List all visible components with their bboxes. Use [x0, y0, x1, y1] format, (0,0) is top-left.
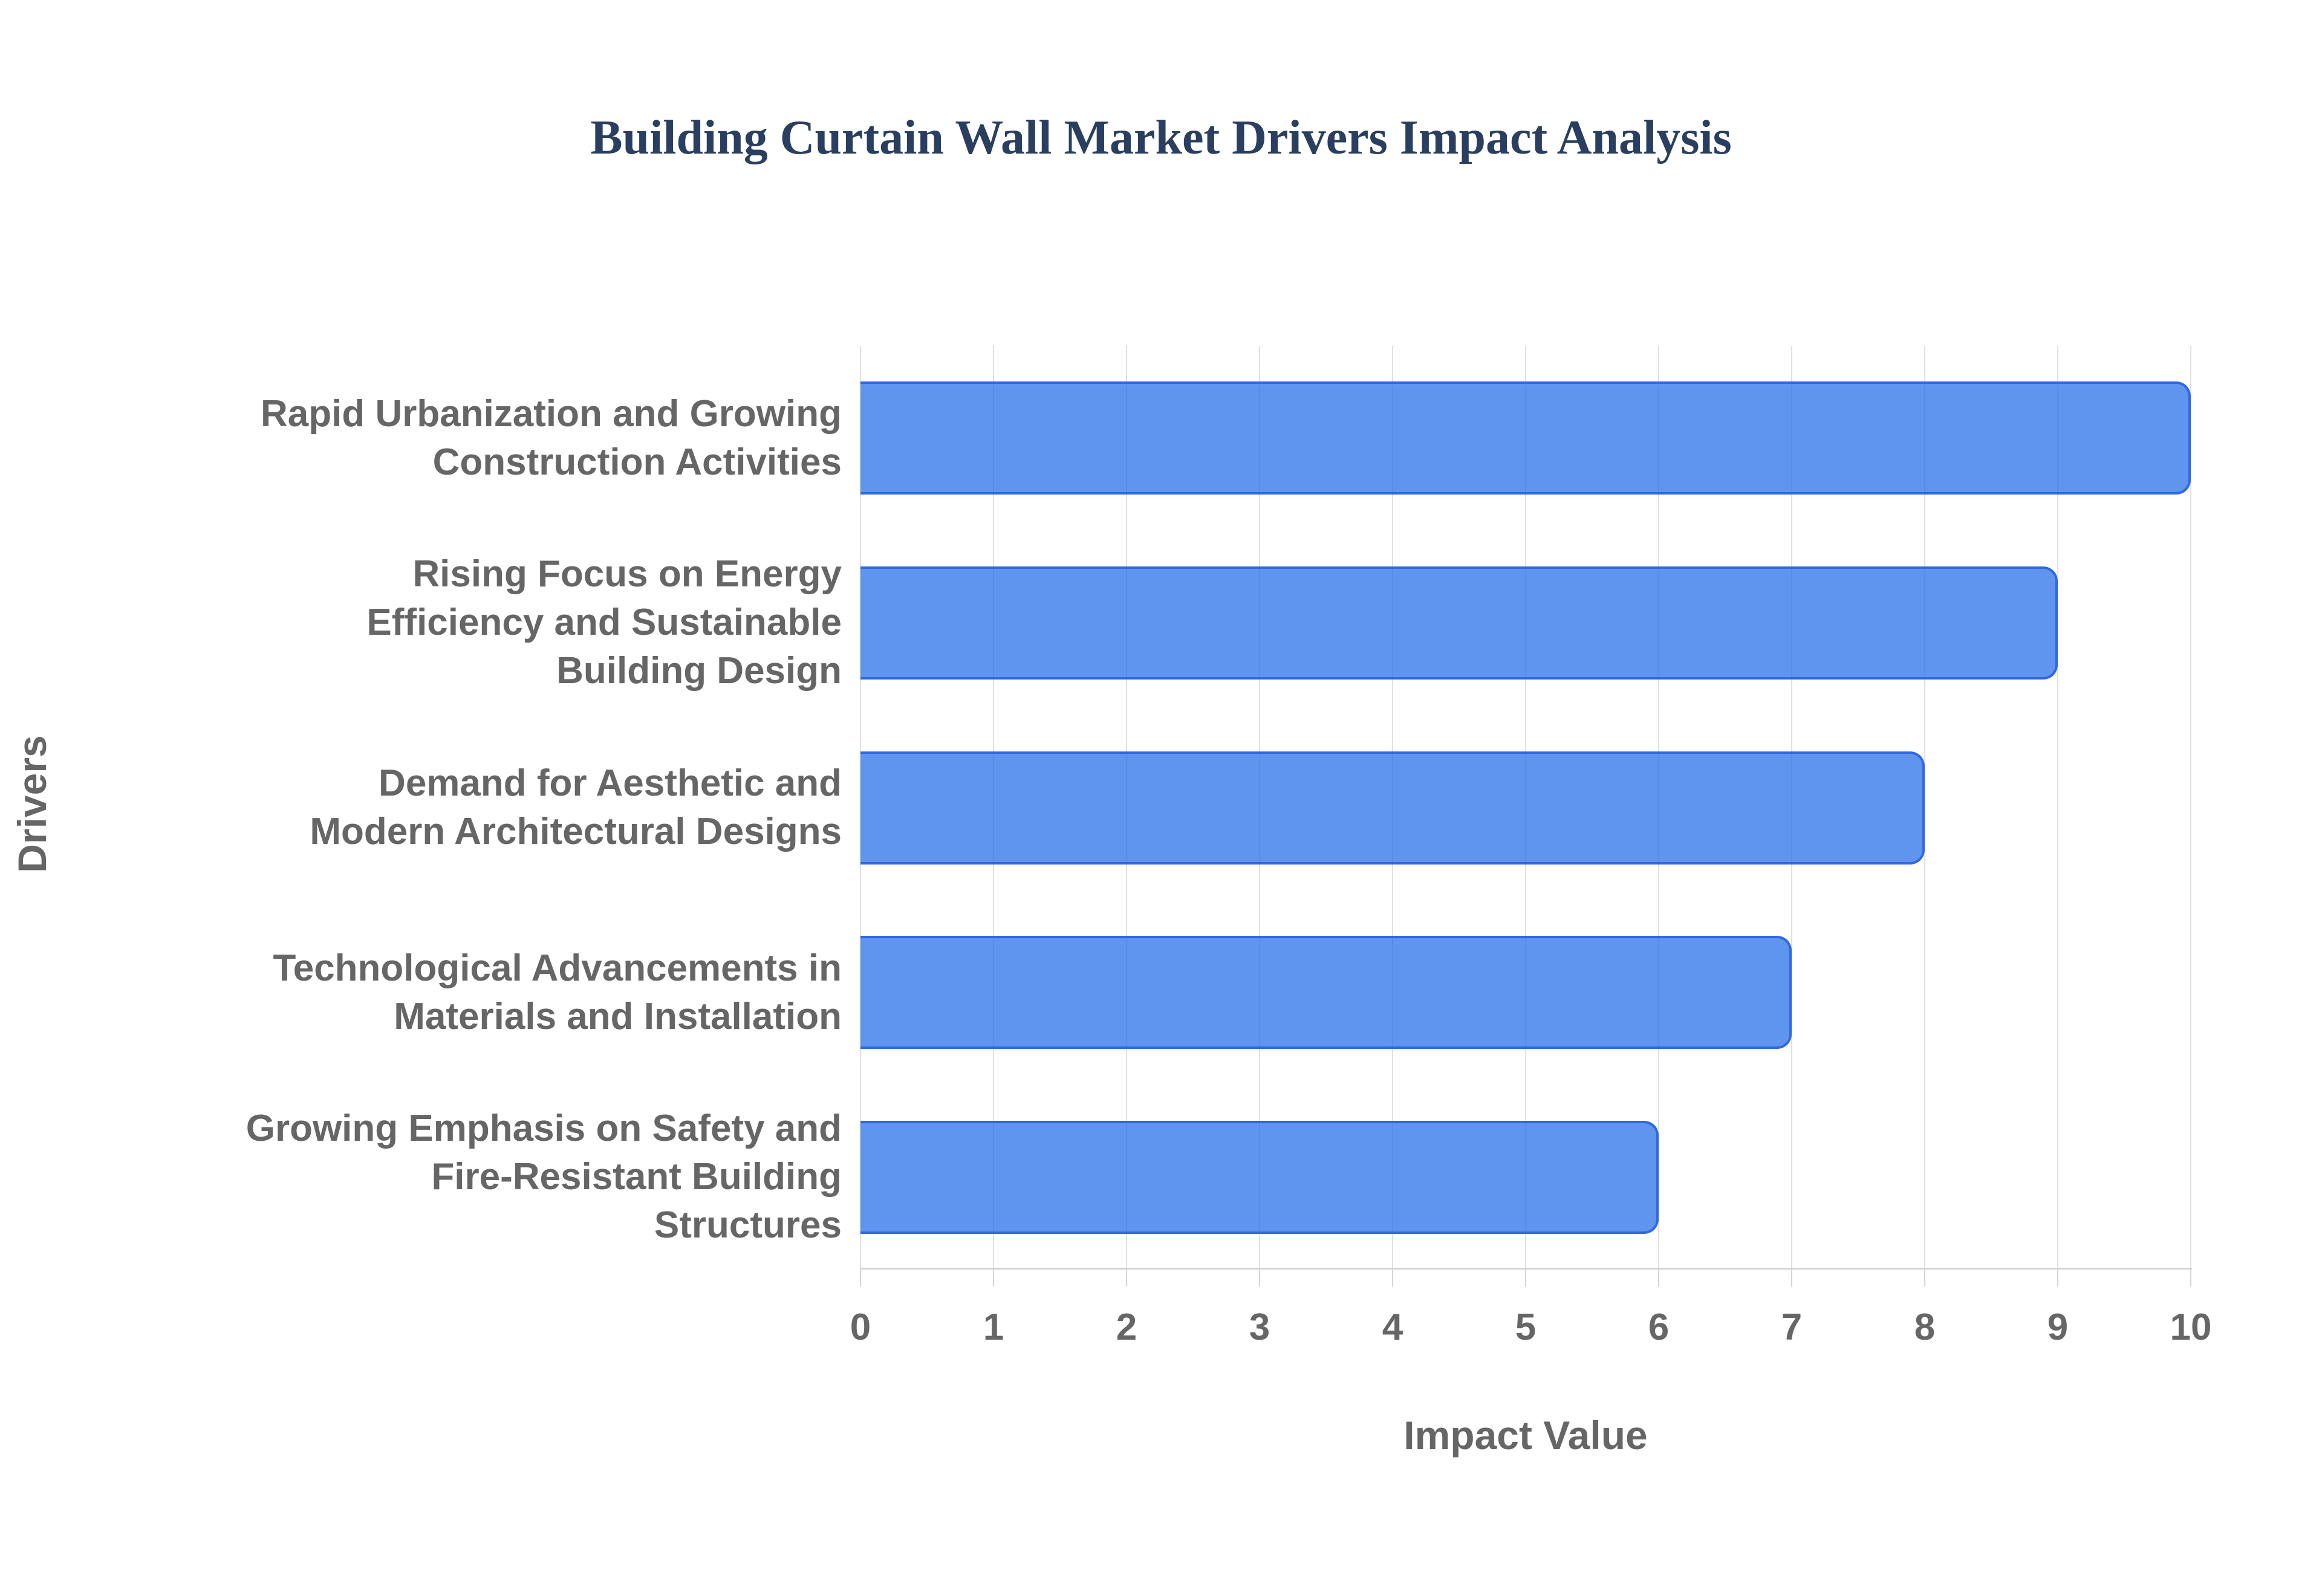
- x-tick-label-2: 2: [1116, 1306, 1137, 1348]
- x-tick-label-4: 4: [1382, 1306, 1403, 1348]
- x-axis-title: Impact Value: [1403, 1413, 1648, 1458]
- gridline-x-8: [1924, 346, 1925, 1270]
- tick-mark-x-7: [1791, 1270, 1792, 1286]
- tick-mark-x-1: [993, 1270, 994, 1286]
- gridline-x-10: [2190, 346, 2191, 1270]
- tick-mark-x-9: [2057, 1270, 2058, 1286]
- tick-mark-x-8: [1924, 1270, 1925, 1286]
- plot-area: [860, 346, 2192, 1286]
- tick-mark-x-10: [2190, 1270, 2191, 1286]
- chart-title: Building Curtain Wall Market Drivers Imp…: [590, 111, 1732, 164]
- x-tick-label-6: 6: [1648, 1306, 1670, 1348]
- category-label-4: Technological Advancements in Materials …: [273, 947, 842, 1037]
- x-tick-label-5: 5: [1515, 1306, 1537, 1348]
- x-tick-label-9: 9: [2047, 1306, 2069, 1348]
- x-axis-line: [860, 1268, 2192, 1270]
- category-label-1: Rapid Urbanization and Growing Construct…: [261, 393, 842, 483]
- bar-1: [860, 381, 2191, 495]
- y-axis-title: Drivers: [10, 735, 54, 873]
- bar-4: [860, 936, 1792, 1049]
- tick-mark-x-0: [860, 1270, 861, 1286]
- x-tick-label-3: 3: [1249, 1306, 1270, 1348]
- x-tick-label-8: 8: [1914, 1306, 1936, 1348]
- tick-mark-x-6: [1658, 1270, 1659, 1286]
- category-label-2: Rising Focus on Energy Efficiency and Su…: [366, 553, 842, 692]
- category-label-5: Growing Emphasis on Safety and Fire-Resi…: [246, 1108, 842, 1246]
- gridline-x-9: [2057, 346, 2058, 1270]
- tick-mark-x-5: [1525, 1270, 1526, 1286]
- tick-mark-x-3: [1259, 1270, 1260, 1286]
- tick-mark-x-4: [1392, 1270, 1393, 1286]
- x-tick-label-7: 7: [1781, 1306, 1803, 1348]
- bar-3: [860, 751, 1925, 864]
- tick-mark-x-2: [1126, 1270, 1127, 1286]
- bar-5: [860, 1121, 1659, 1234]
- bar-2: [860, 566, 2058, 680]
- x-tick-label-1: 1: [983, 1306, 1004, 1348]
- category-label-3: Demand for Aesthetic and Modern Architec…: [310, 762, 842, 852]
- x-tick-label-0: 0: [850, 1306, 871, 1348]
- x-tick-label-10: 10: [2170, 1306, 2212, 1348]
